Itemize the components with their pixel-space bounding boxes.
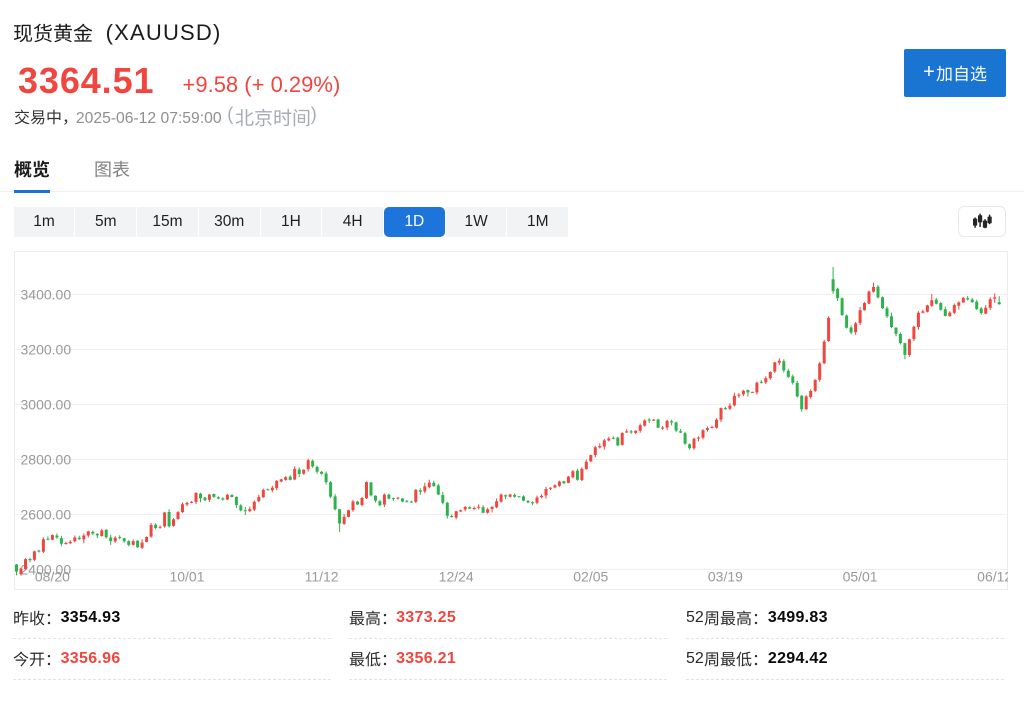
svg-text:2600.00: 2600.00 [20, 506, 71, 522]
svg-text:3200.00: 3200.00 [20, 341, 71, 357]
svg-text:05/01: 05/01 [842, 569, 877, 585]
svg-text:11/12: 11/12 [304, 569, 338, 585]
svg-text:3000.00: 3000.00 [20, 396, 71, 412]
svg-text:2400.00: 2400.00 [20, 561, 71, 577]
svg-text:10/01: 10/01 [169, 569, 204, 585]
svg-text:06/12: 06/12 [977, 569, 1008, 585]
svg-text:08/20: 08/20 [34, 569, 69, 585]
svg-text:02/05: 02/05 [573, 569, 608, 585]
svg-text:12/24: 12/24 [438, 569, 473, 585]
svg-text:3400.00: 3400.00 [20, 286, 71, 302]
svg-text:03/19: 03/19 [707, 569, 742, 585]
svg-text:2800.00: 2800.00 [20, 451, 71, 467]
